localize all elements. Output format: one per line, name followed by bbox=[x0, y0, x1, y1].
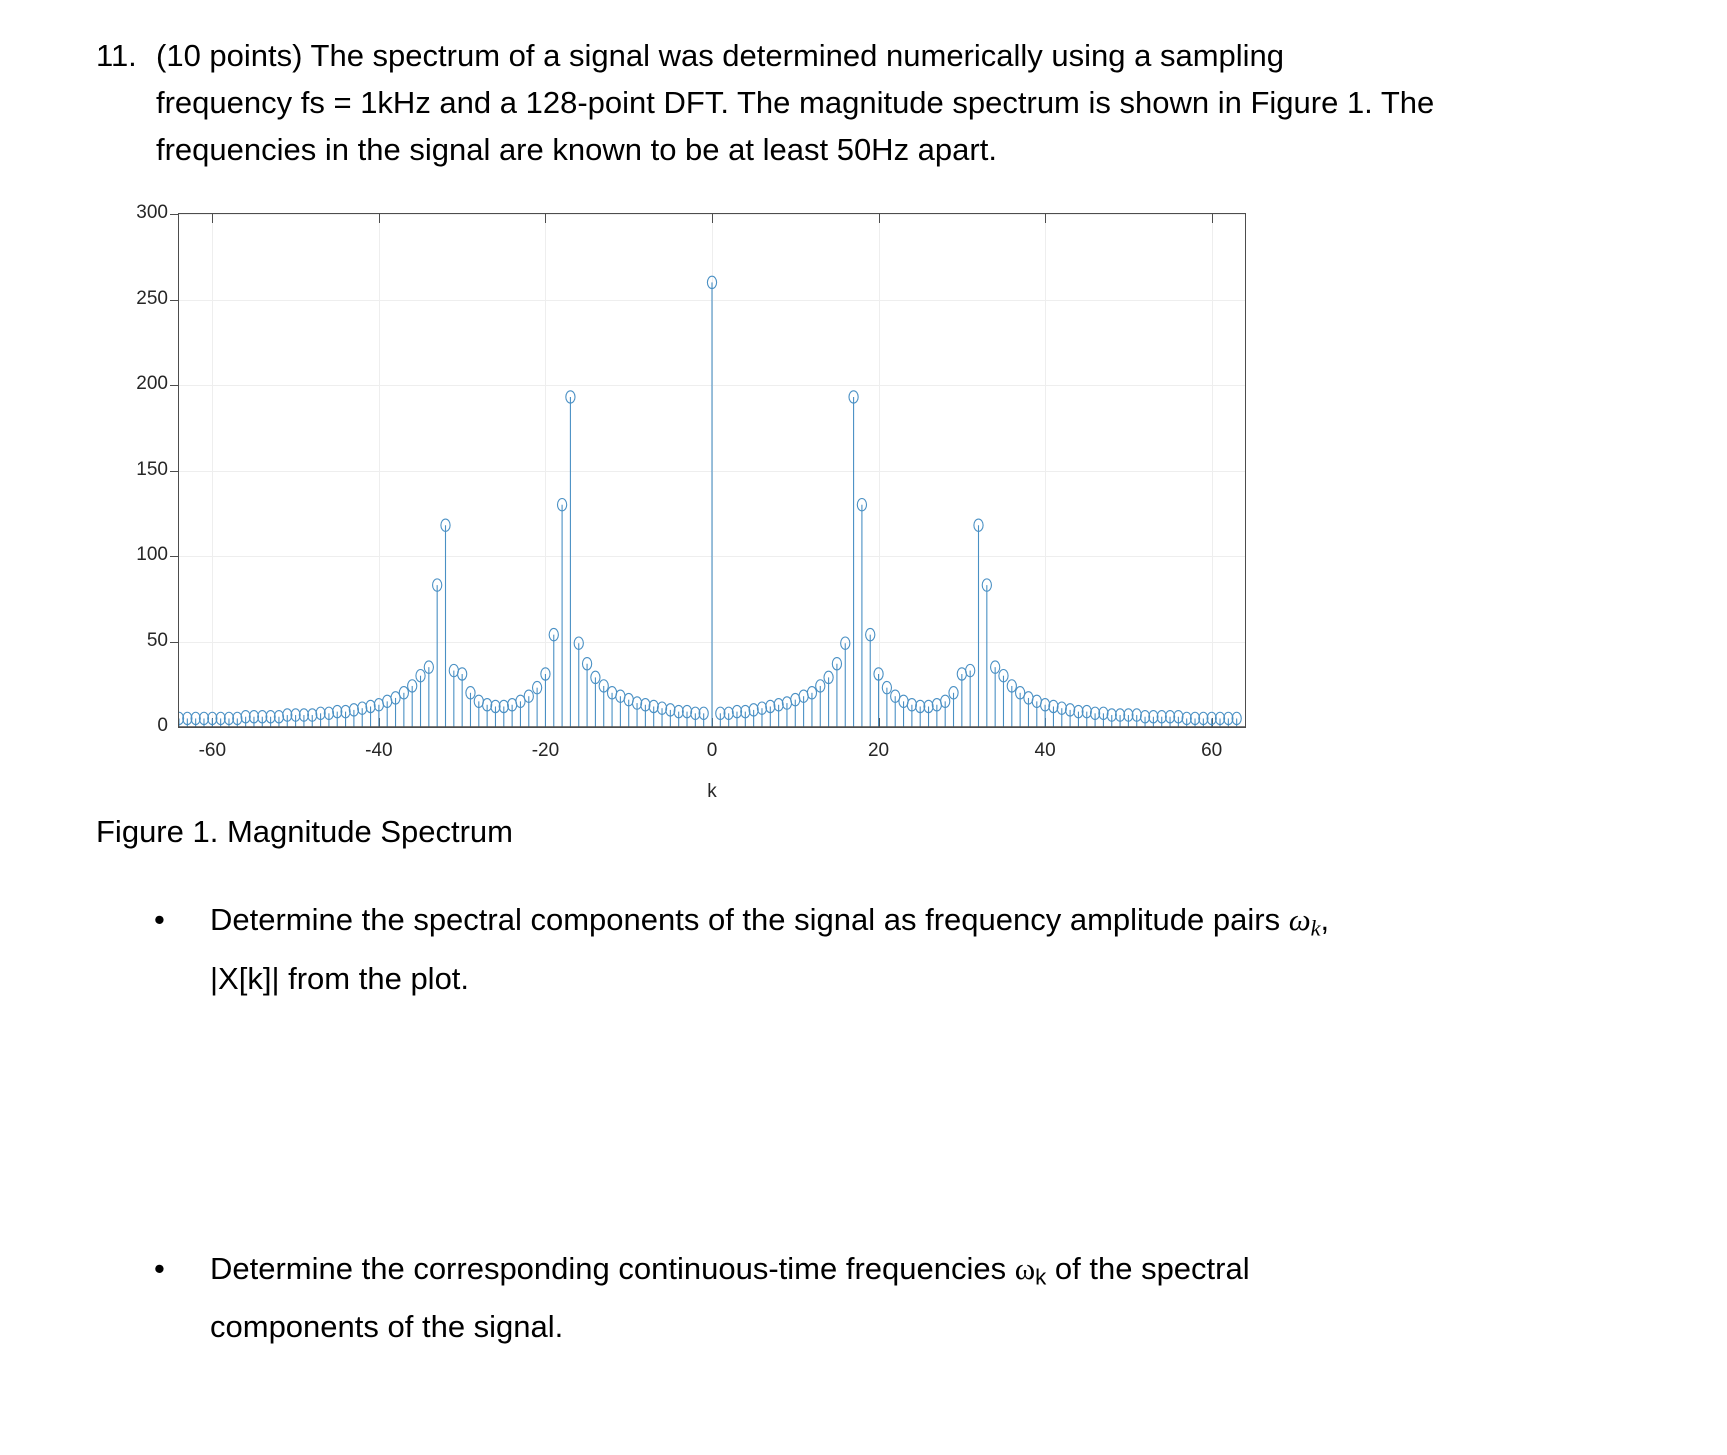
bullet-item-2: • Determine the corresponding continuous… bbox=[146, 1244, 1646, 1353]
bullet-1-line-2: |X[k]| from the plot. bbox=[210, 960, 470, 996]
gridline-vertical bbox=[545, 214, 547, 727]
question-block: 11. (10 points) The spectrum of a signal… bbox=[96, 32, 1636, 173]
x-tickmark bbox=[1211, 214, 1213, 223]
omega-subscript-2: k bbox=[1035, 1264, 1047, 1290]
x-axis-label: k bbox=[707, 781, 717, 802]
plot-area bbox=[170, 213, 1246, 728]
bullet-marker-icon: • bbox=[154, 902, 165, 937]
question-number: 11. bbox=[96, 38, 137, 73]
y-tickmark bbox=[170, 385, 179, 386]
bullet-2-line-1: Determine the corresponding continuous-t… bbox=[210, 1244, 1250, 1303]
y-tick-label: 50 bbox=[146, 629, 168, 651]
omega-symbol: ωk bbox=[1014, 1250, 1047, 1290]
gridline-vertical bbox=[1045, 214, 1047, 727]
x-tickmark bbox=[378, 214, 380, 223]
question-text: (10 points) The spectrum of a signal was… bbox=[156, 32, 1434, 173]
y-tickmark bbox=[170, 556, 179, 557]
gridline-vertical bbox=[212, 214, 214, 727]
bullet-2-text: Determine the corresponding continuous-t… bbox=[210, 1244, 1250, 1353]
x-tick-label: 60 bbox=[1201, 740, 1223, 761]
question-line-3: frequencies in the signal are known to b… bbox=[156, 132, 997, 167]
x-tick-label: -20 bbox=[531, 740, 560, 761]
y-tickmark bbox=[170, 470, 179, 472]
x-tick-label: -40 bbox=[365, 740, 393, 761]
bullet-2-line-1-part-b: of the spectral bbox=[1046, 1250, 1250, 1286]
x-tick-label: 0 bbox=[706, 740, 718, 761]
gridline-vertical bbox=[878, 214, 880, 727]
x-tickmark bbox=[712, 214, 713, 223]
bullet-2-line-1-part-a: Determine the corresponding continuous-t… bbox=[210, 1250, 1015, 1286]
bullet-2-line-2: components of the signal. bbox=[210, 1309, 564, 1345]
x-tickmark bbox=[878, 214, 880, 223]
gridline-vertical bbox=[378, 214, 380, 727]
stem-plot-series bbox=[179, 275, 1245, 727]
y-tick-label: 100 bbox=[136, 544, 168, 565]
omega-subscript: k bbox=[1310, 915, 1321, 941]
bullet-1-line-1: Determine the spectral components of the… bbox=[210, 895, 1329, 954]
gridline-vertical bbox=[1211, 214, 1213, 727]
figure-caption: Figure 1. Magnitude Spectrum bbox=[96, 814, 513, 849]
y-axis-tick-labels: 0 50 100 150 200 250 300 bbox=[96, 195, 168, 820]
x-tick-label: 20 bbox=[867, 740, 890, 761]
y-tick-label: 150 bbox=[136, 458, 168, 480]
omega-hat-symbol: ωk bbox=[1288, 902, 1321, 941]
x-tick-label: -60 bbox=[198, 740, 227, 761]
y-tickmark bbox=[170, 299, 179, 301]
x-tick-label: 40 bbox=[1034, 740, 1056, 761]
x-axis-tick-labels: -60 -40 -20 0 20 40 60 bbox=[178, 740, 1246, 766]
x-tickmark bbox=[545, 214, 547, 223]
y-tick-label: 300 bbox=[136, 202, 168, 223]
y-tick-label: 250 bbox=[136, 287, 168, 309]
question-line-2: frequency fs = 1kHz and a 128-point DFT.… bbox=[156, 85, 1435, 120]
y-tick-label: 200 bbox=[136, 373, 168, 394]
y-tickmark bbox=[170, 214, 179, 215]
question-line-1: (10 points) The spectrum of a signal was… bbox=[156, 38, 1285, 73]
y-tickmark bbox=[170, 641, 179, 643]
y-tick-label: 0 bbox=[157, 715, 168, 736]
bullet-1-line-1-part-b: , bbox=[1320, 902, 1330, 937]
x-tickmark bbox=[1045, 214, 1047, 223]
bullet-item-1: • Determine the spectral components of t… bbox=[146, 895, 1646, 1004]
bullet-list: • Determine the spectral components of t… bbox=[146, 895, 1646, 1352]
bullet-1-line-1-part-a: Determine the spectral components of the… bbox=[210, 902, 1289, 937]
bullet-1-text: Determine the spectral components of the… bbox=[210, 895, 1329, 1004]
x-tickmark bbox=[212, 214, 214, 223]
bullet-marker-icon-2: • bbox=[154, 1250, 165, 1286]
